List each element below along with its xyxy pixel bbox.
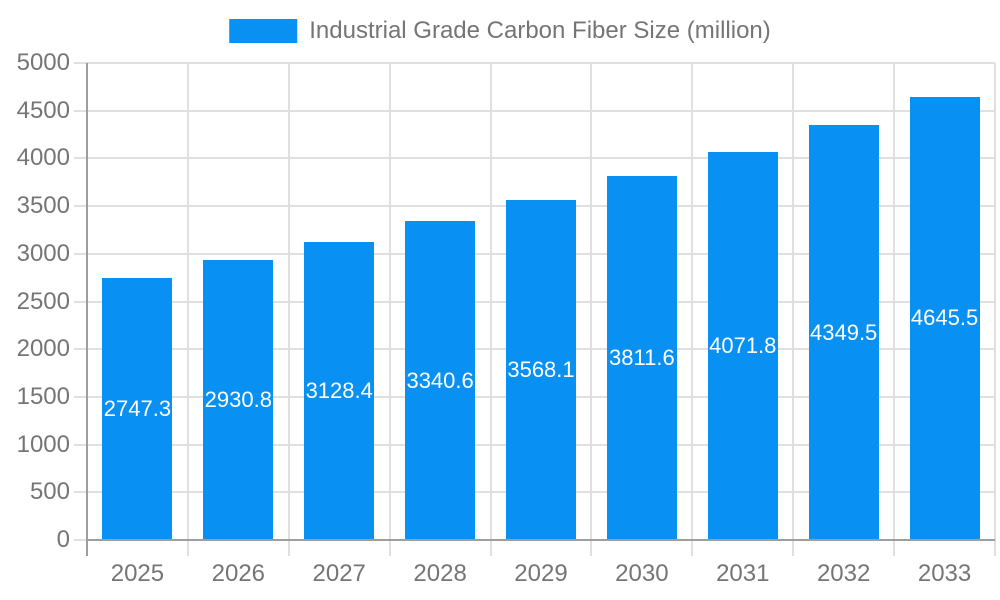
- gridline-horizontal: [87, 109, 995, 112]
- y-axis-label: 3500: [16, 192, 70, 220]
- gridline-vertical: [287, 63, 290, 540]
- y-axis-tick: [74, 443, 87, 446]
- x-axis-tick: [186, 540, 189, 556]
- gridline-horizontal: [87, 157, 995, 160]
- x-axis-line: [87, 539, 995, 541]
- x-axis-label: 2033: [917, 560, 972, 587]
- y-axis-tick: [74, 157, 87, 160]
- y-axis-label: 0: [56, 526, 70, 553]
- x-axis-label: 2029: [514, 560, 568, 587]
- y-axis-label: 3000: [16, 239, 70, 267]
- y-axis-tick: [74, 62, 87, 64]
- gridline-vertical: [893, 63, 896, 540]
- x-axis-tick: [691, 540, 694, 556]
- y-axis-label: 1000: [16, 430, 70, 458]
- gridline-vertical: [792, 63, 795, 540]
- y-axis-line: [86, 63, 88, 556]
- x-axis-label: 2030: [615, 560, 669, 587]
- x-axis-tick: [994, 540, 996, 556]
- y-axis-tick: [74, 252, 87, 255]
- bar-value-label: 3128.4: [305, 377, 373, 403]
- x-axis-tick: [388, 540, 391, 556]
- x-axis-label: 2026: [211, 560, 266, 587]
- x-axis-label: 2028: [413, 560, 467, 587]
- bar-value-label: 2930.8: [204, 387, 272, 413]
- bar-value-label: 4349.5: [810, 319, 878, 345]
- y-axis-tick: [74, 395, 87, 398]
- y-axis-tick: [74, 109, 87, 112]
- y-axis-label: 1500: [16, 382, 70, 410]
- legend-swatch: [229, 19, 298, 43]
- bar-2033[interactable]: 4645.5: [909, 96, 980, 540]
- x-axis-tick: [893, 540, 896, 556]
- gridline-vertical: [994, 63, 996, 540]
- y-axis-tick: [74, 205, 87, 208]
- gridline-vertical: [388, 63, 391, 540]
- bar-value-label: 4645.5: [910, 305, 979, 331]
- bar-2025[interactable]: 2747.3: [102, 277, 173, 540]
- y-axis-label: 5000: [16, 49, 70, 76]
- y-axis-tick: [74, 491, 87, 494]
- bar-2032[interactable]: 4349.5: [808, 125, 879, 540]
- bar-2030[interactable]: 3811.6: [606, 176, 677, 540]
- y-axis-label: 500: [29, 478, 70, 506]
- x-axis-label: 2032: [816, 560, 871, 587]
- gridline-horizontal: [87, 62, 995, 64]
- y-axis-label: 2000: [16, 335, 70, 363]
- gridline-vertical: [590, 63, 593, 540]
- x-axis-label: 2027: [312, 560, 366, 587]
- y-axis-label: 4000: [16, 144, 70, 172]
- bar-2029[interactable]: 3568.1: [506, 199, 576, 540]
- gridline-vertical: [489, 63, 492, 540]
- x-axis-tick: [590, 540, 593, 556]
- bar-value-label: 3340.6: [406, 367, 474, 393]
- bar-2027[interactable]: 3128.4: [304, 241, 375, 540]
- y-axis-tick: [74, 348, 87, 351]
- x-axis-label: 2025: [110, 560, 165, 587]
- bar-value-label: 3811.6: [609, 345, 675, 371]
- y-axis-label: 4500: [16, 96, 70, 124]
- x-axis-tick: [287, 540, 290, 556]
- y-axis-tick: [74, 539, 87, 541]
- bar-value-label: 2747.3: [103, 395, 172, 421]
- bar-value-label: 4071.8: [709, 332, 777, 358]
- bar-2031[interactable]: 4071.8: [707, 151, 778, 540]
- x-axis-label: 2031: [716, 560, 770, 587]
- legend-label: Industrial Grade Carbon Fiber Size (mill…: [309, 17, 771, 44]
- bar-value-label: 3568.1: [507, 356, 575, 382]
- gridline-vertical: [186, 63, 189, 540]
- y-axis-label: 2500: [16, 287, 70, 315]
- x-axis-tick: [489, 540, 492, 556]
- bar-2028[interactable]: 3340.6: [405, 221, 476, 540]
- y-axis-tick: [74, 300, 87, 303]
- bar-2026[interactable]: 2930.8: [203, 260, 274, 540]
- x-axis-tick: [792, 540, 795, 556]
- gridline-vertical: [691, 63, 694, 540]
- legend[interactable]: Industrial Grade Carbon Fiber Size (mill…: [229, 17, 771, 45]
